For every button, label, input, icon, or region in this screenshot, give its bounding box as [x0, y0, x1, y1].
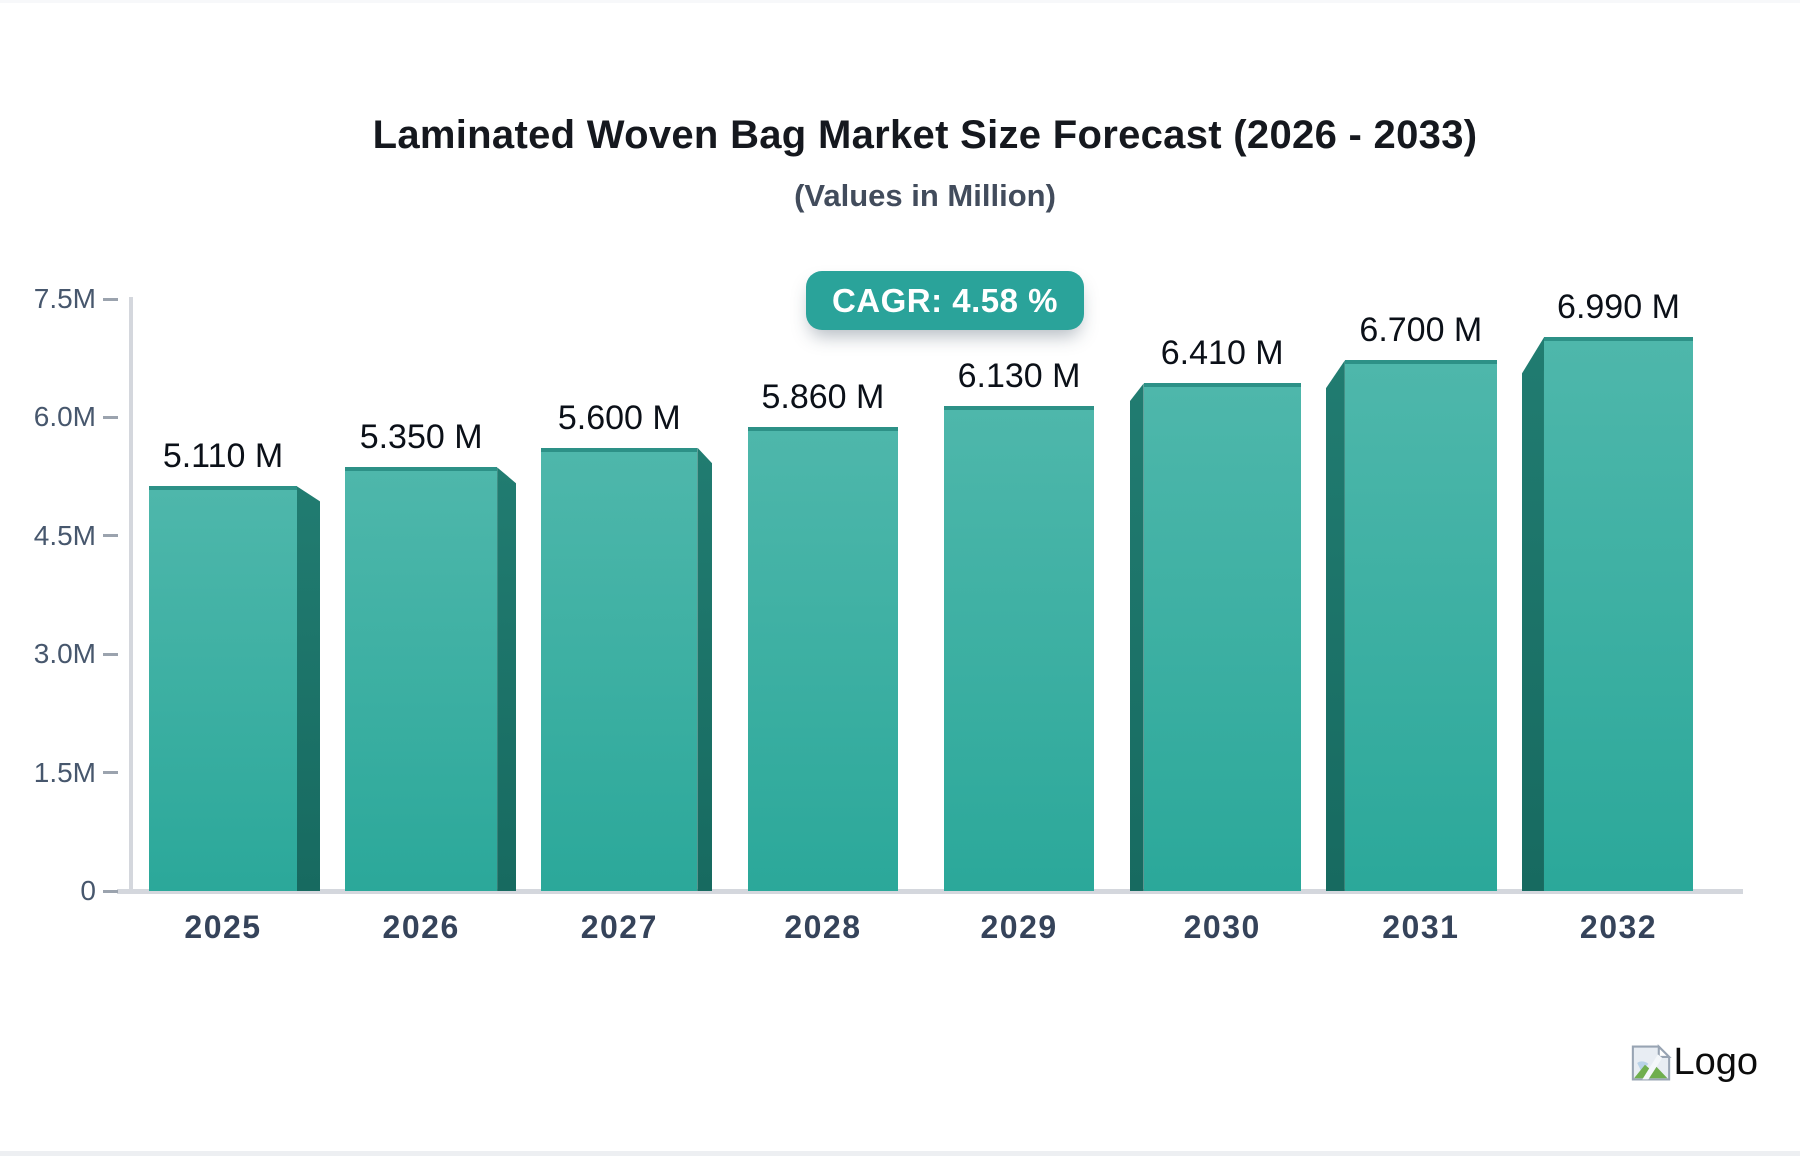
bar-value-label: 6.700 M [1359, 311, 1483, 350]
bar-side-face [297, 486, 320, 891]
y-tick-mark [103, 889, 118, 893]
x-axis-label: 2032 [1579, 909, 1658, 945]
bar-group-2025: 5.110 M 2025 [149, 437, 320, 945]
bar-side-face [1521, 337, 1544, 891]
cagr-badge: CAGR: 4.58 % [806, 271, 1084, 330]
y-tick-mark [103, 534, 118, 538]
logo-text: Logo [1673, 1041, 1758, 1083]
x-axis-label: 2025 [184, 909, 262, 945]
bar-group-2032: 6.990 M 2032 [1521, 288, 1693, 945]
page-bottom-edge [0, 1151, 1800, 1156]
bar-side-face [497, 467, 517, 891]
bar-side-face [1325, 360, 1345, 891]
bar-group-2030: 6.410 M 2030 [1129, 334, 1301, 945]
y-tick-label: 0 [80, 875, 96, 906]
bar-plot: 5.110 M 2025 5.350 M 2026 5.600 M 2027 5.860 M… [132, 288, 1743, 945]
bar [1344, 360, 1497, 891]
bar-group-2028: 5.860 M 2028 [737, 378, 908, 945]
y-tick-label: 4.5M [33, 519, 96, 551]
bar-value-label: 6.410 M [1160, 334, 1284, 373]
logo: Logo [1630, 1041, 1758, 1084]
y-tick-mark [103, 652, 118, 656]
bar-group-2029: 6.130 M 2029 [934, 357, 1105, 945]
x-axis-label: 2026 [382, 909, 460, 945]
y-axis-line [129, 297, 133, 891]
bar [944, 405, 1095, 891]
bar-group-2031: 6.700 M 2031 [1325, 311, 1497, 945]
y-tick-mark [103, 415, 118, 419]
bar-value-label: 5.350 M [359, 418, 483, 457]
chart-header: Laminated Woven Bag Market Size Forecast… [0, 3, 1800, 214]
bar-value-label: 6.990 M [1557, 288, 1680, 327]
bar [541, 447, 698, 891]
chart-title: Laminated Woven Bag Market Size Forecast… [372, 113, 1478, 157]
bar [747, 426, 898, 891]
y-tick-label: 3.0M [33, 638, 96, 670]
y-tick-label: 7.5M [33, 283, 96, 314]
bar-side-face [697, 447, 713, 891]
x-axis-label: 2031 [1382, 909, 1460, 945]
x-axis-label: 2027 [580, 909, 658, 945]
bar [1543, 337, 1693, 891]
bar [345, 467, 498, 891]
x-axis-label: 2028 [784, 909, 862, 945]
y-tick-label: 6.0M [33, 401, 96, 433]
chart-subtitle: (Values in Million) [794, 178, 1056, 213]
bar [1143, 383, 1301, 891]
bar-group-2027: 5.600 M 2027 [541, 399, 713, 945]
y-tick-mark [103, 771, 118, 775]
x-axis-line [117, 889, 1743, 894]
y-tick-label: 1.5M [33, 756, 96, 788]
x-axis-label: 2030 [1183, 909, 1261, 945]
bar-value-label: 5.860 M [761, 377, 885, 416]
broken-image-icon [1632, 1043, 1673, 1080]
bar-side-face [1129, 383, 1144, 891]
bar-group-2026: 5.350 M 2026 [345, 418, 517, 945]
y-tick-mark [103, 297, 118, 301]
x-axis-label: 2029 [980, 909, 1058, 945]
bar [149, 486, 297, 891]
bar-value-label: 5.600 M [557, 398, 681, 437]
bar-value-label: 6.130 M [957, 356, 1081, 395]
bar-value-label: 5.110 M [162, 437, 284, 476]
